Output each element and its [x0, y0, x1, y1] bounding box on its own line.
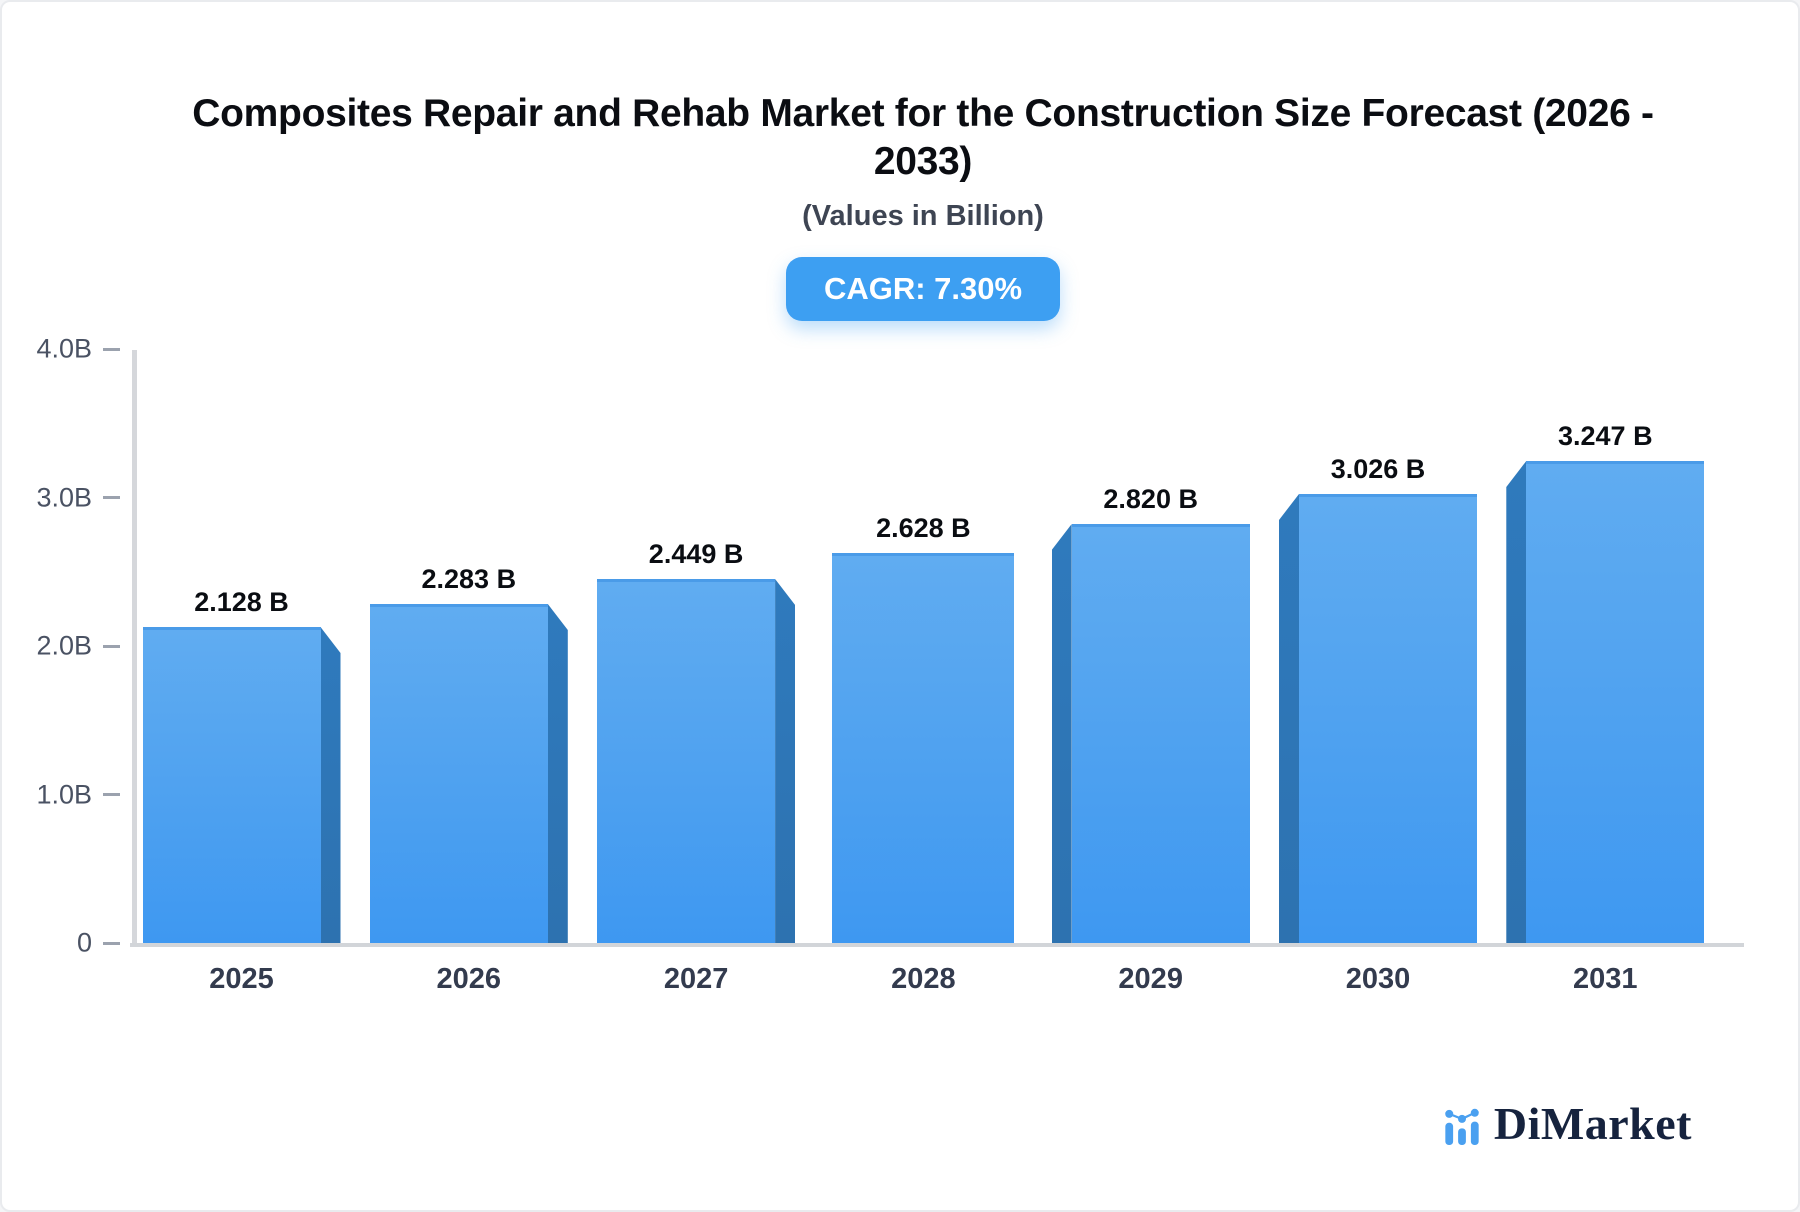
bar-side-2030 — [1279, 494, 1299, 943]
bar-face-2030 — [1299, 494, 1477, 943]
x-axis-line — [130, 943, 1744, 947]
y-tick-dash — [103, 496, 120, 499]
chart-header: Composites Repair and Rehab Market for t… — [2, 2, 1798, 321]
bar-value-label: 3.026 B — [1330, 454, 1426, 484]
chart-title-line-2: 2033) — [873, 140, 973, 183]
mini-bar-chart-with-trend-dots-icon — [1445, 1108, 1479, 1145]
bar-face-2029 — [1071, 524, 1250, 943]
y-tick-dash — [103, 347, 120, 351]
bar-face-2028 — [832, 553, 1015, 943]
y-axis-line — [132, 350, 137, 947]
y-tick-label: 1.0B — [36, 779, 92, 809]
y-tick-dash — [103, 793, 120, 796]
x-axis-label: 2027 — [663, 963, 729, 995]
bar-value-label: 2.283 B — [421, 564, 517, 594]
bar-face-2031 — [1526, 461, 1705, 943]
bar-side-2031 — [1506, 461, 1527, 943]
x-axis-label: 2028 — [891, 963, 956, 995]
x-axis-label: 2030 — [1345, 963, 1411, 995]
bar-value-label: 3.247 B — [1558, 421, 1653, 451]
chart-subtitle: (Values in Billion) — [802, 200, 1044, 232]
y-tick-label: 2.0B — [36, 630, 92, 661]
x-axis-label: 2029 — [1118, 963, 1183, 995]
bar-face-2025 — [142, 627, 321, 943]
bar-side-2029 — [1051, 524, 1072, 943]
y-tick-dash — [103, 644, 120, 648]
y-tick-label: 3.0B — [36, 482, 92, 512]
bar-value-label: 2.449 B — [648, 539, 744, 569]
y-tick-label: 4.0B — [36, 333, 92, 364]
bar-face-2026 — [369, 604, 548, 943]
bar-side-2027 — [775, 579, 796, 943]
dimarket-logo-text: DiMarket — [1493, 1098, 1692, 1149]
bar-face-2027 — [597, 579, 776, 943]
x-axis-label: 2026 — [436, 963, 502, 995]
bar-side-2026 — [547, 604, 568, 943]
bar-value-label: 2.628 B — [876, 513, 971, 543]
x-axis-label: 2025 — [209, 963, 274, 995]
y-tick-label: 0 — [76, 927, 92, 958]
bar-value-label: 2.128 B — [194, 587, 289, 617]
y-tick-dash — [103, 941, 120, 945]
dimarket-logo: DiMarket — [1442, 1098, 1692, 1149]
x-axis-label: 2031 — [1573, 963, 1638, 995]
cagr-badge: CAGR: 7.30% — [785, 257, 1061, 321]
bar-value-label: 2.820 B — [1103, 484, 1198, 514]
bar-side-2025 — [320, 627, 341, 943]
chart-title-line-1: Composites Repair and Rehab Market for t… — [192, 92, 1654, 135]
